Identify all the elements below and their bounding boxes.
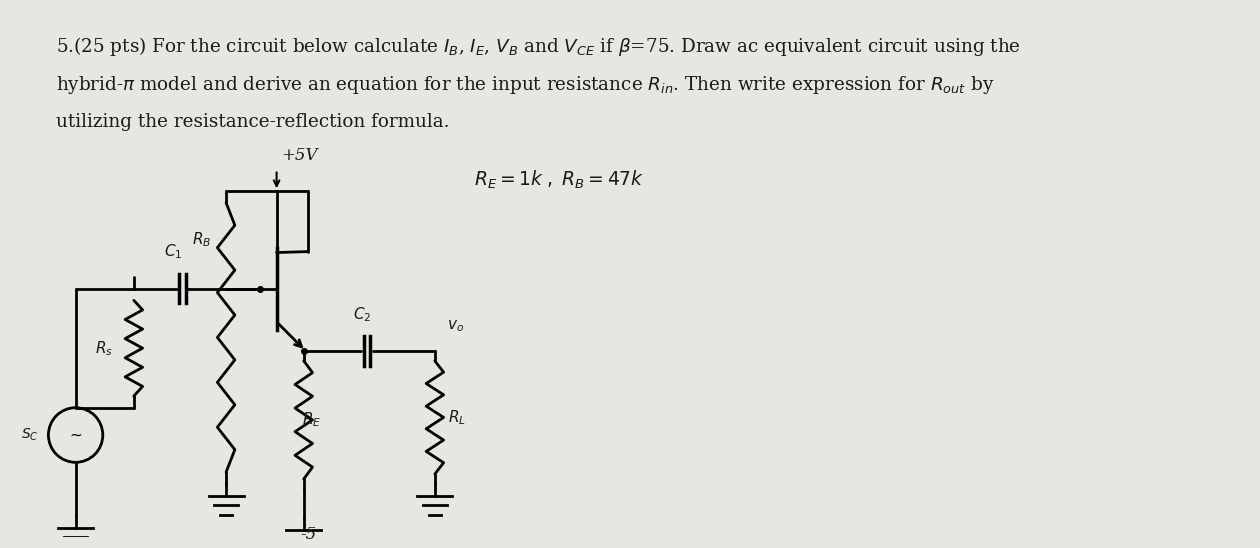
Text: +5V: +5V xyxy=(281,147,318,164)
Text: utilizing the resistance-reflection formula.: utilizing the resistance-reflection form… xyxy=(57,113,450,131)
Text: ~: ~ xyxy=(69,427,82,443)
Text: hybrid-$\pi$ model and derive an equation for the input resistance $R_{in}$. The: hybrid-$\pi$ model and derive an equatio… xyxy=(57,74,994,96)
Text: -5: -5 xyxy=(301,526,316,543)
Text: $\mathit{R_B}$: $\mathit{R_B}$ xyxy=(193,231,212,249)
Text: 5.(25 pts) For the circuit below calculate $I_B$, $I_E$, $V_B$ and $V_{CE}$ if $: 5.(25 pts) For the circuit below calcula… xyxy=(57,35,1021,58)
Text: $S_C$: $S_C$ xyxy=(21,427,39,443)
Text: $\mathit{R_E}=1k\;,\;\mathit{R_B}=47k$: $\mathit{R_E}=1k\;,\;\mathit{R_B}=47k$ xyxy=(474,168,644,191)
Text: $\mathit{R_s}$: $\mathit{R_s}$ xyxy=(94,339,112,357)
Text: $\mathit{R_E}$: $\mathit{R_E}$ xyxy=(302,410,321,429)
Text: $v_o$: $v_o$ xyxy=(446,318,464,334)
Text: $\mathit{R_L}$: $\mathit{R_L}$ xyxy=(449,408,466,427)
Text: $\mathit{C_2}$: $\mathit{C_2}$ xyxy=(353,305,372,324)
Text: $\mathit{C_1}$: $\mathit{C_1}$ xyxy=(164,243,181,261)
